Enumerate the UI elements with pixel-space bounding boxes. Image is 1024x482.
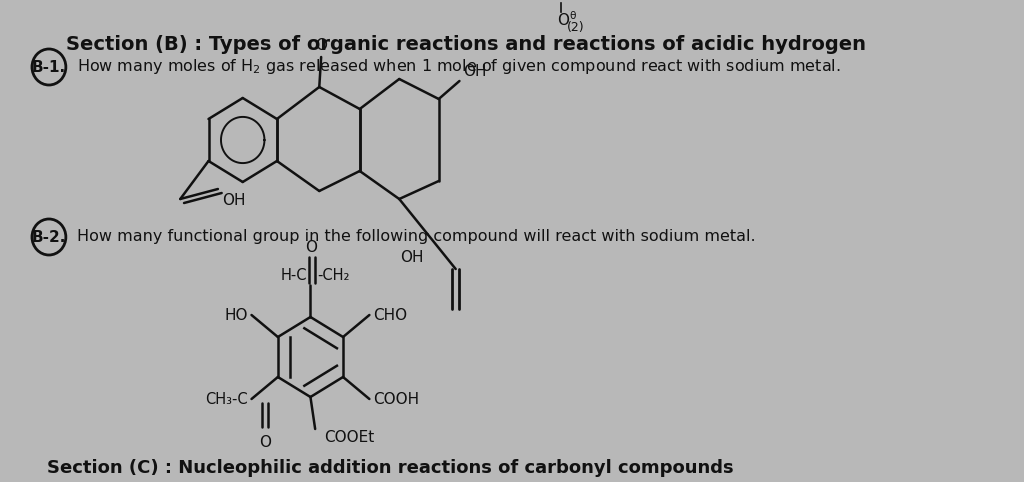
Text: HO: HO bbox=[224, 308, 248, 322]
Text: CH₃-C: CH₃-C bbox=[205, 391, 248, 406]
Text: Section (C) : Nucleophilic addition reactions of carbonyl compounds: Section (C) : Nucleophilic addition reac… bbox=[47, 459, 733, 477]
Text: OH: OH bbox=[463, 64, 486, 79]
Text: OH: OH bbox=[221, 193, 245, 208]
Text: CHO: CHO bbox=[373, 308, 408, 322]
Text: -CH₂: -CH₂ bbox=[317, 268, 349, 283]
Text: B-2.: B-2. bbox=[32, 229, 67, 244]
Text: O: O bbox=[315, 38, 327, 53]
Text: O: O bbox=[259, 435, 270, 450]
Text: (2): (2) bbox=[567, 21, 585, 34]
Text: How many moles of H$_2$ gas released when 1 mole of given compound react with so: How many moles of H$_2$ gas released whe… bbox=[77, 57, 841, 77]
Text: COOH: COOH bbox=[373, 391, 419, 406]
Text: H-C: H-C bbox=[281, 268, 307, 283]
Text: $\mathrm{O^{\theta}}$: $\mathrm{O^{\theta}}$ bbox=[557, 11, 577, 29]
Text: O: O bbox=[305, 240, 317, 254]
Text: OH: OH bbox=[400, 250, 424, 265]
Text: Section (B) : Types of organic reactions and reactions of acidic hydrogen: Section (B) : Types of organic reactions… bbox=[66, 36, 866, 54]
Text: COOEt: COOEt bbox=[325, 429, 375, 444]
Text: How many functional group in the following compound will react with sodium metal: How many functional group in the followi… bbox=[77, 229, 756, 244]
Text: B-1.: B-1. bbox=[32, 59, 66, 75]
